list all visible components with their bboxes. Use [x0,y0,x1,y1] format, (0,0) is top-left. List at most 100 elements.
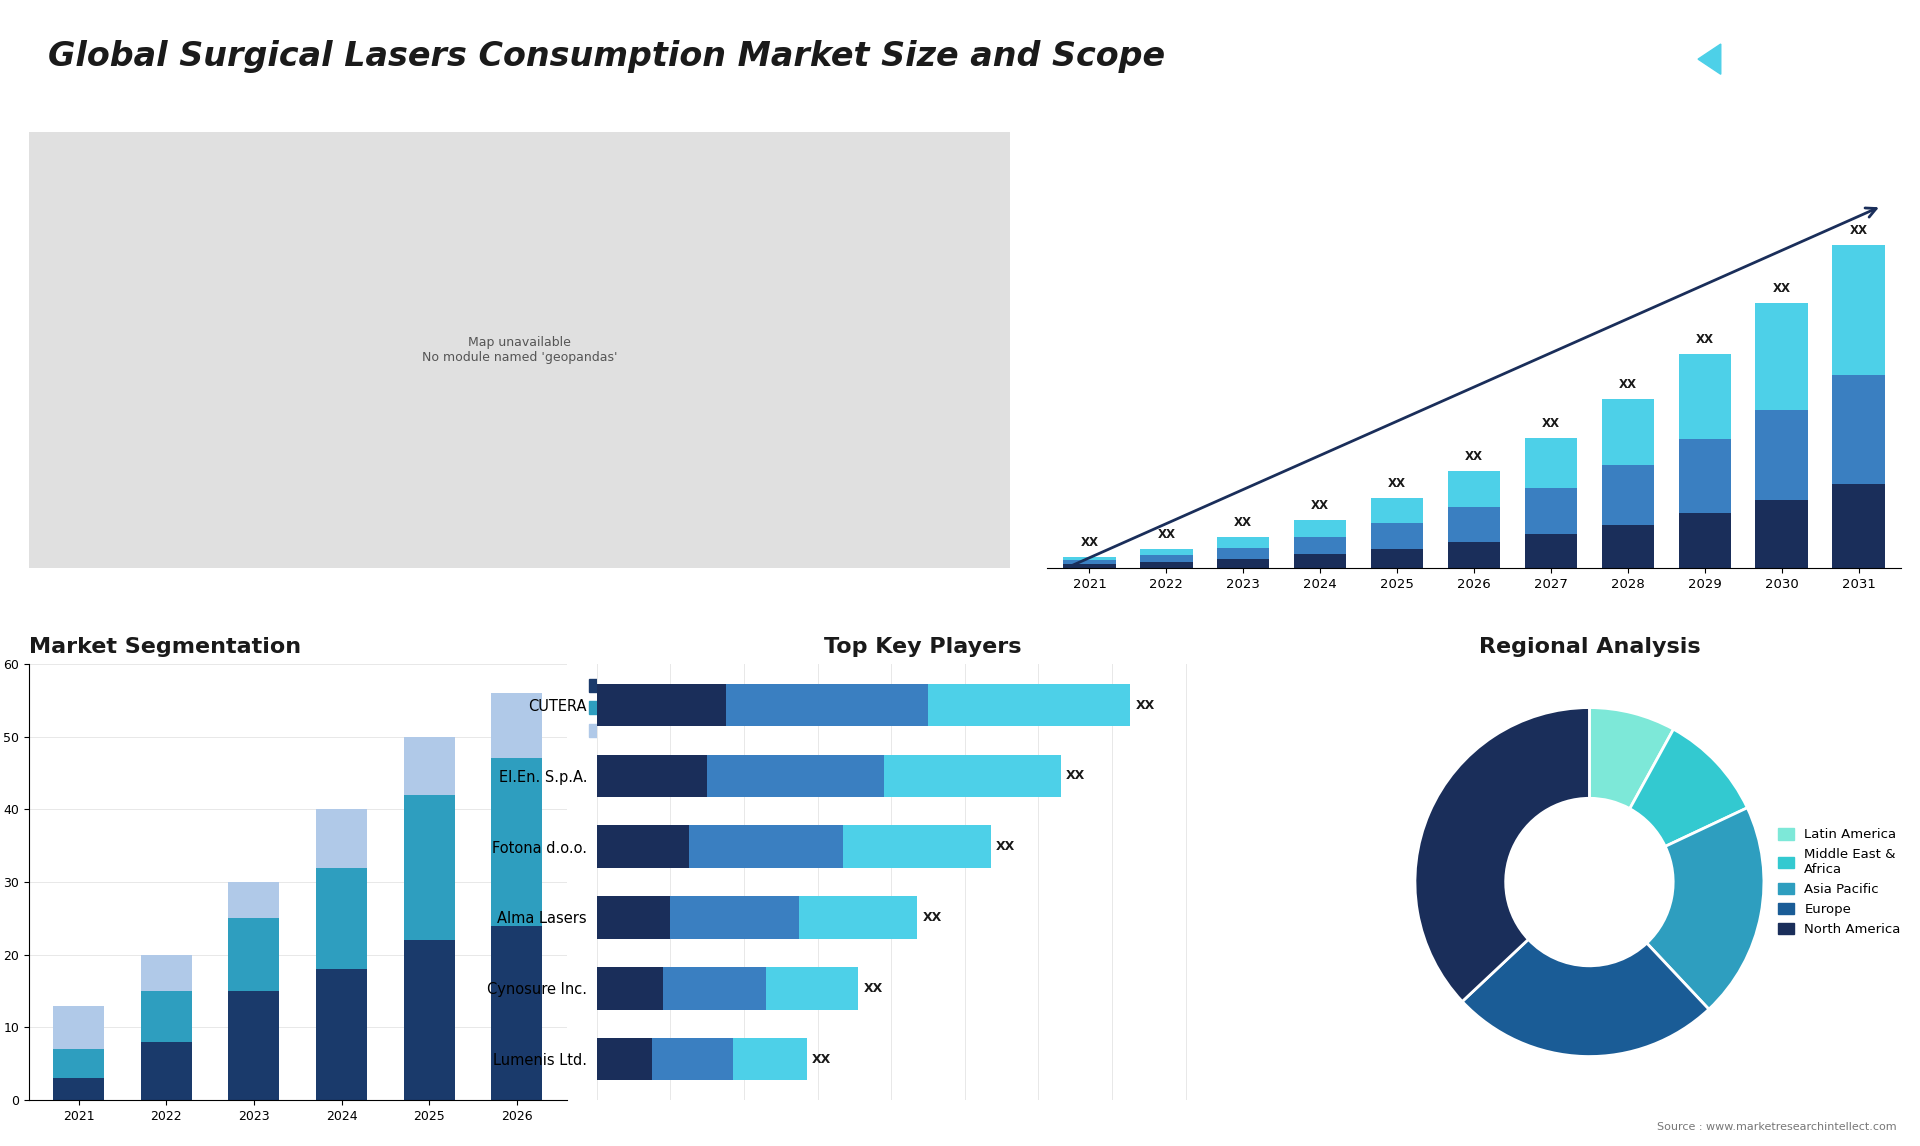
Legend: Product, Application, Geography: Product, Application, Geography [584,673,703,744]
Bar [1371,497,1423,523]
Bar [883,754,1060,798]
Bar [1601,465,1653,525]
Text: XX: XX [1137,699,1156,712]
Bar [1678,354,1730,439]
Text: XX: XX [1695,333,1715,346]
Bar [1601,399,1653,465]
Text: XX: XX [922,911,943,924]
Text: XX: XX [1066,769,1085,783]
Bar [1832,375,1885,485]
Bar [1064,557,1116,560]
Bar [1832,485,1885,568]
Bar [1064,564,1116,568]
Text: MARKET
RESEARCH
INTELLECT: MARKET RESEARCH INTELLECT [1738,39,1795,77]
Bar [1294,520,1346,536]
Bar [597,896,670,939]
Bar [843,825,991,868]
Bar [317,868,367,970]
Bar [927,684,1131,727]
Bar [1524,439,1576,487]
Bar [1217,559,1269,568]
Bar [228,882,278,918]
Bar [492,926,541,1100]
Text: XX: XX [1619,378,1636,391]
Bar [799,896,918,939]
Bar [1140,549,1192,555]
Bar [1678,513,1730,568]
Bar [1371,523,1423,549]
Bar [1294,536,1346,555]
Wedge shape [1647,808,1764,1010]
Text: XX: XX [1465,450,1482,463]
Bar [403,940,455,1100]
Bar [228,991,278,1100]
Polygon shape [1630,42,1703,93]
Bar [317,970,367,1100]
Bar [140,1042,192,1100]
Bar [726,684,927,727]
Text: XX: XX [1388,477,1405,489]
Bar [689,825,843,868]
Text: XX: XX [1158,528,1175,541]
Bar [1294,555,1346,568]
Bar [228,918,278,991]
Bar [54,1078,104,1100]
Text: XX: XX [812,1052,831,1066]
Text: XX: XX [1311,499,1329,512]
Bar [733,1038,806,1081]
Bar [1678,439,1730,513]
Bar [1140,555,1192,563]
Bar [597,684,726,727]
Text: XX: XX [1772,282,1791,295]
Bar [54,1050,104,1078]
Title: Regional Analysis: Regional Analysis [1478,637,1701,657]
Text: XX: XX [1235,517,1252,529]
Text: Source : www.marketresearchintellect.com: Source : www.marketresearchintellect.com [1657,1122,1897,1132]
Wedge shape [1590,707,1674,809]
Bar [597,754,707,798]
Bar [403,795,455,940]
Bar [1832,245,1885,375]
Bar [597,1038,653,1081]
Bar [707,754,883,798]
Bar [1064,560,1116,564]
Bar [492,759,541,926]
Bar [653,1038,733,1081]
Bar [662,967,766,1010]
Bar [1601,525,1653,568]
Wedge shape [1463,940,1709,1057]
Polygon shape [1697,44,1720,74]
Text: XX: XX [1081,535,1098,549]
Bar [317,809,367,868]
Wedge shape [1415,707,1590,1002]
Bar [403,737,455,795]
Bar [492,693,541,759]
Bar [1371,549,1423,568]
Bar [1217,548,1269,559]
Text: XX: XX [1849,223,1868,237]
Text: Market Segmentation: Market Segmentation [29,637,301,657]
Legend: Latin America, Middle East &
Africa, Asia Pacific, Europe, North America: Latin America, Middle East & Africa, Asi… [1772,823,1907,941]
Text: XX: XX [1542,417,1559,431]
Bar [54,1006,104,1050]
Text: Global Surgical Lasers Consumption Market Size and Scope: Global Surgical Lasers Consumption Marke… [48,40,1165,73]
Bar [140,991,192,1042]
Bar [1524,487,1576,534]
Bar [766,967,858,1010]
Bar [1448,507,1500,542]
Wedge shape [1630,729,1747,847]
Bar [1448,542,1500,568]
Bar [670,896,799,939]
Bar [1217,537,1269,548]
Bar [1755,410,1809,501]
Bar [140,955,192,991]
Text: XX: XX [996,840,1016,853]
Bar [597,967,662,1010]
Bar [597,825,689,868]
Text: Map unavailable
No module named 'geopandas': Map unavailable No module named 'geopand… [422,336,618,364]
Bar [1140,563,1192,568]
Text: XX: XX [864,982,883,995]
Bar [1755,501,1809,568]
Bar [1755,303,1809,410]
Title: Top Key Players: Top Key Players [824,637,1021,657]
